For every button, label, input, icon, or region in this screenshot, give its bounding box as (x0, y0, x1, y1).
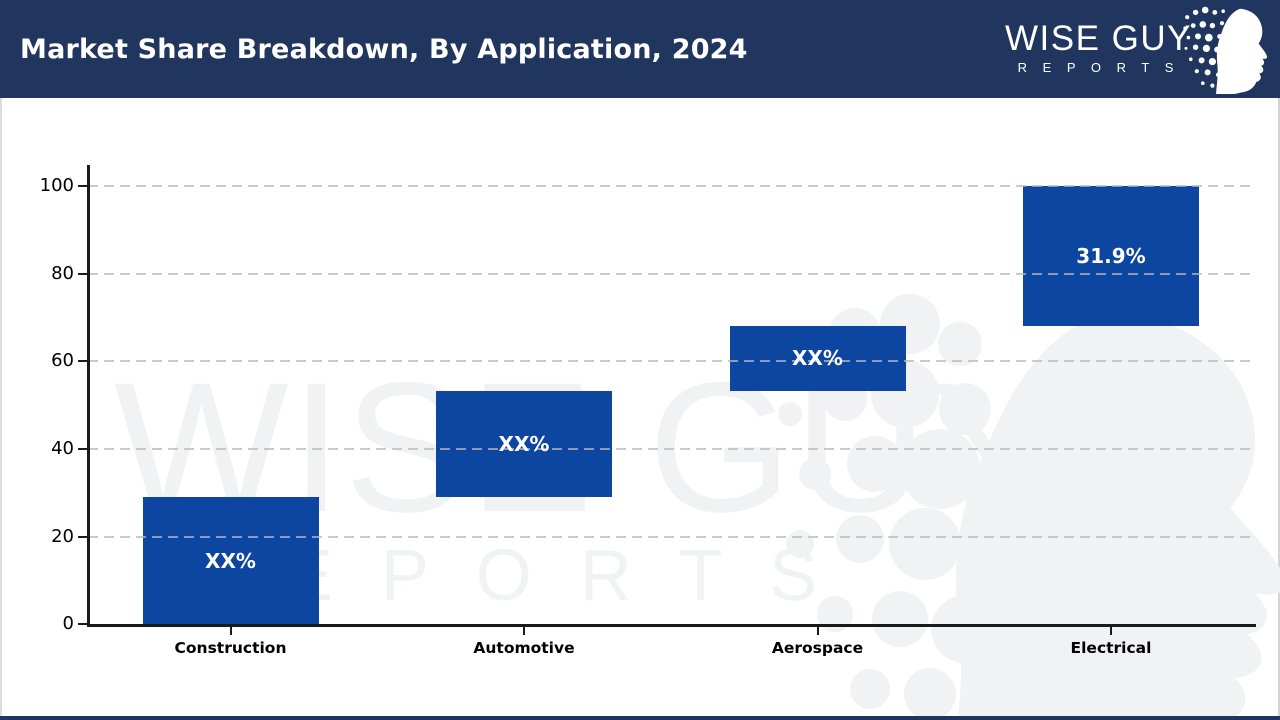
y-axis-spine (87, 165, 90, 626)
y-axis-tick-20 (78, 535, 87, 538)
x-axis-tick (229, 626, 232, 635)
gridline-100 (88, 185, 1255, 187)
y-axis-tick-60 (78, 360, 87, 363)
brand-name: WISE GUY (1004, 18, 1192, 58)
x-axis-category-label: Aerospace (771, 639, 864, 657)
brand-text: WISE GUY R E P O R T S (1005, 21, 1192, 74)
y-axis-tick-label: 80 (51, 262, 74, 284)
x-axis-tick (1110, 626, 1112, 635)
bar-value-label: XX% (792, 346, 843, 371)
gridline-40 (88, 447, 1255, 450)
bar-aerospace (729, 325, 906, 392)
y-axis-tick-label: 100 (39, 175, 74, 196)
y-axis-tick-0 (78, 623, 87, 626)
brand-face-dots-icon (1183, 6, 1268, 94)
page-title: Market Share Breakdown, By Application, … (20, 33, 748, 65)
gridline-20 (88, 535, 1255, 538)
x-axis-spine (87, 624, 1256, 627)
x-axis-category-label: Electrical (1070, 639, 1152, 657)
bar-automotive (436, 391, 612, 498)
y-axis-tick-label: 40 (51, 437, 74, 459)
y-axis-tick-label: 0 (62, 613, 74, 635)
bar-value-label: 31.9% (1076, 243, 1146, 268)
x-axis-category-label: Construction (174, 639, 287, 657)
y-axis-tick-label: 20 (51, 525, 74, 547)
bar-construction (142, 497, 319, 625)
bar-value-label: XX% (498, 432, 550, 457)
brand-subtitle: R E P O R T S (1017, 59, 1180, 75)
y-axis-tick-100 (78, 185, 87, 187)
bottom-accent-strip (0, 716, 1280, 720)
bar-value-label: XX% (205, 548, 256, 573)
watermark-face-dots-icon (778, 294, 1280, 720)
brand-logo: WISE GUY R E P O R T S (1005, 0, 1280, 98)
x-axis-category-label: Automotive (473, 639, 575, 657)
header: Market Share Breakdown, By Application, … (0, 0, 1280, 98)
gridline-80 (88, 272, 1255, 275)
x-axis-tick (523, 626, 525, 635)
gridline-60 (88, 360, 1255, 363)
y-axis-tick-80 (78, 272, 87, 275)
y-axis-tick-40 (78, 447, 87, 450)
x-axis-tick (816, 626, 819, 635)
y-axis-tick-label: 60 (51, 350, 74, 372)
bar-electrical (1023, 186, 1199, 326)
